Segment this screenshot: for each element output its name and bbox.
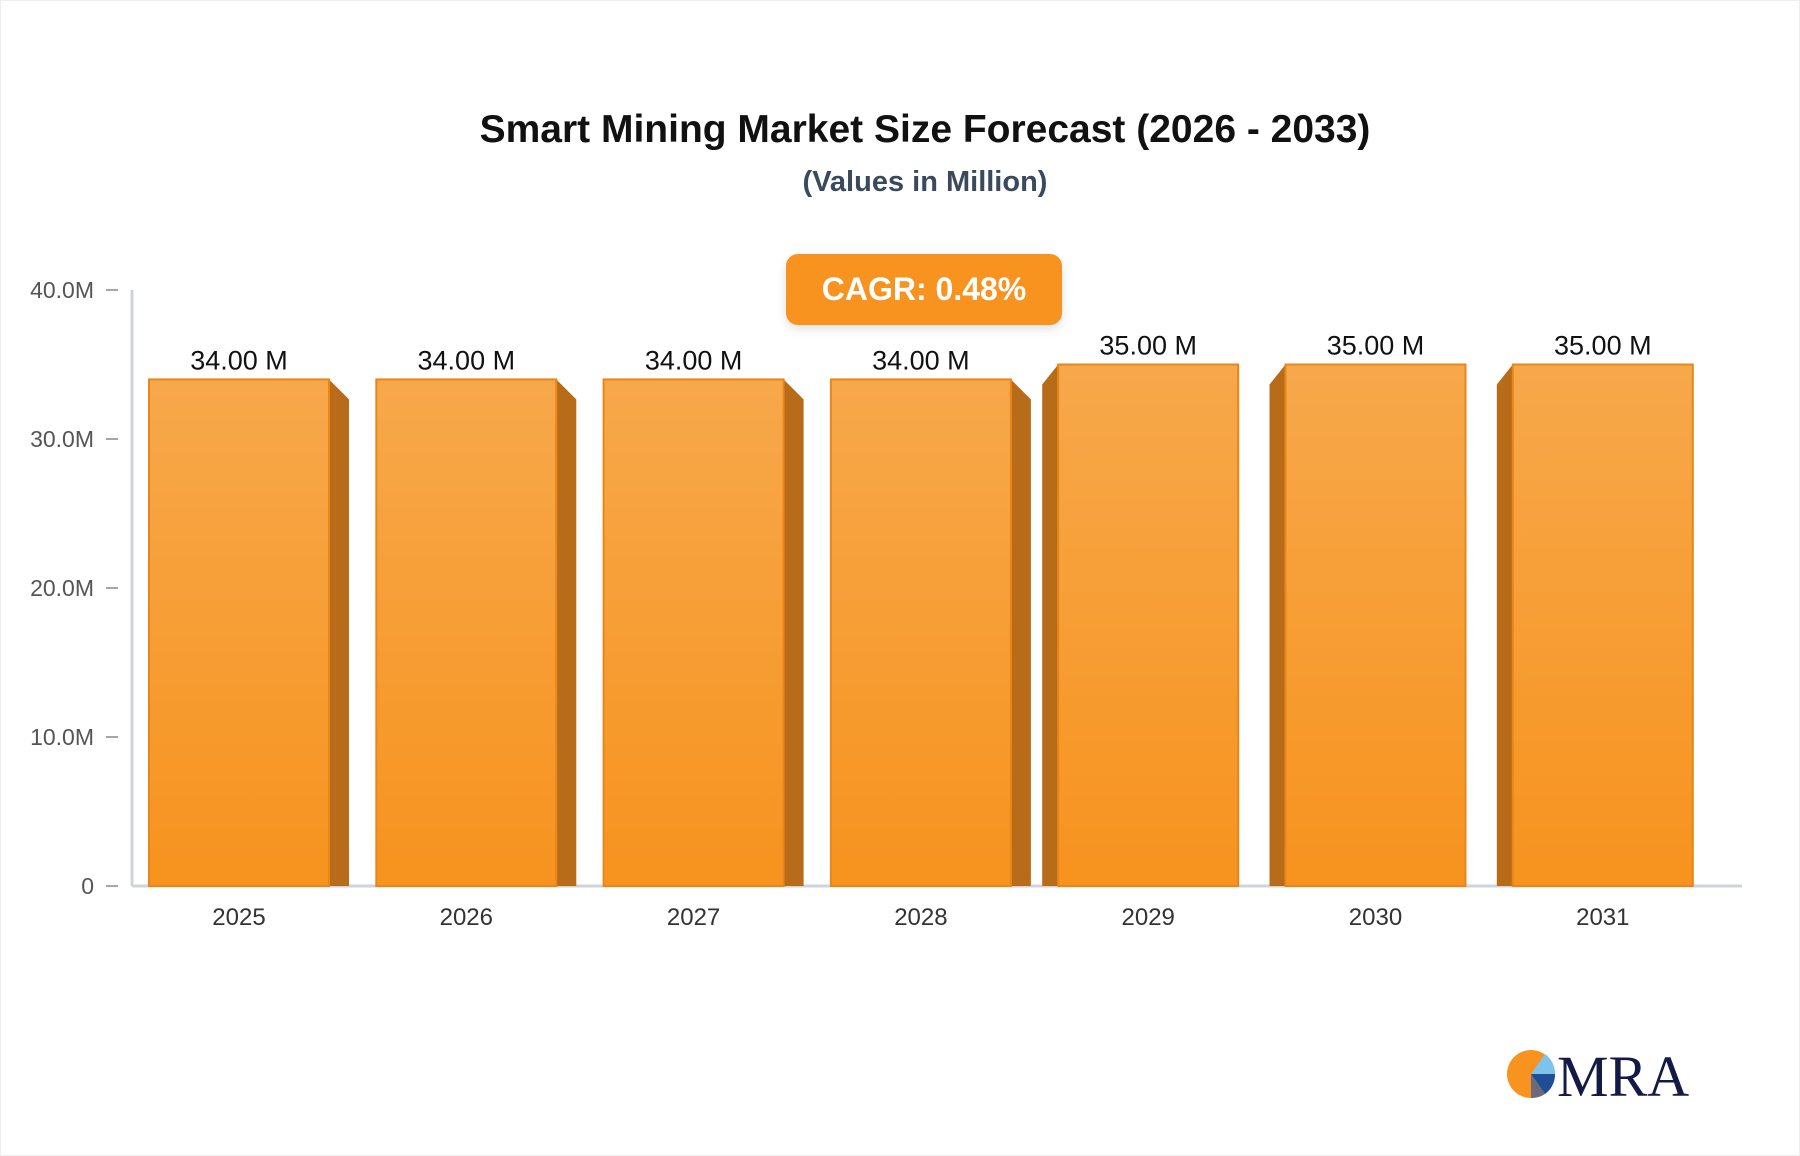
bar-side <box>783 379 804 886</box>
x-tick-label: 2030 <box>1349 904 1402 931</box>
bar-2031: 35.00 M 2031 <box>1496 331 1694 931</box>
bar <box>1057 363 1240 887</box>
data-label: 34.00 M <box>190 345 288 375</box>
y-tick-label: 10.0M <box>30 724 94 750</box>
bar-2025: 34.00 M 2025 <box>148 345 349 931</box>
data-label: 34.00 M <box>872 345 970 375</box>
bar-side <box>556 379 577 886</box>
chart-subtitle: (Values in Million) <box>802 166 1048 198</box>
y-tick-label: 30.0M <box>30 426 94 452</box>
bar-side <box>1269 364 1286 886</box>
bar <box>602 378 785 887</box>
bar-2028: 34.00 M 2028 <box>829 345 1031 931</box>
bar-side <box>1010 379 1031 886</box>
bar <box>829 378 1012 887</box>
bar <box>1284 363 1467 887</box>
chart-title: Smart Mining Market Size Forecast (2026 … <box>479 108 1371 151</box>
y-tick-label: 0 <box>81 873 94 899</box>
cagr-badge: CAGR: 0.48% <box>786 254 1062 325</box>
x-tick-label: 2028 <box>894 904 947 931</box>
x-tick-label: 2031 <box>1576 904 1629 931</box>
bar <box>148 378 330 887</box>
bar-side <box>1042 364 1059 886</box>
x-tick-label: 2027 <box>667 904 720 931</box>
x-tick-label: 2025 <box>212 904 265 931</box>
bar-2027: 34.00 M 2027 <box>602 345 804 931</box>
bar-side <box>329 379 349 886</box>
bar-2029: 35.00 M 2029 <box>1042 331 1240 931</box>
mra-logo: MRA <box>1505 1040 1695 1104</box>
bar <box>1511 363 1694 887</box>
bar-side <box>1496 364 1513 886</box>
svg-text:MRA: MRA <box>1557 1044 1689 1104</box>
y-tick-label: 20.0M <box>30 575 94 601</box>
data-label: 35.00 M <box>1099 331 1197 361</box>
bar-2026: 34.00 M 2026 <box>375 345 577 931</box>
data-label: 35.00 M <box>1327 331 1425 361</box>
data-label: 35.00 M <box>1554 331 1652 361</box>
x-tick-label: 2026 <box>440 904 493 931</box>
bar <box>375 378 558 887</box>
data-label: 34.00 M <box>645 345 743 375</box>
data-label: 34.00 M <box>418 345 516 375</box>
x-tick-label: 2029 <box>1122 904 1175 931</box>
bar-2030: 35.00 M 2030 <box>1269 331 1467 931</box>
y-tick-label: 40.0M <box>30 277 94 303</box>
